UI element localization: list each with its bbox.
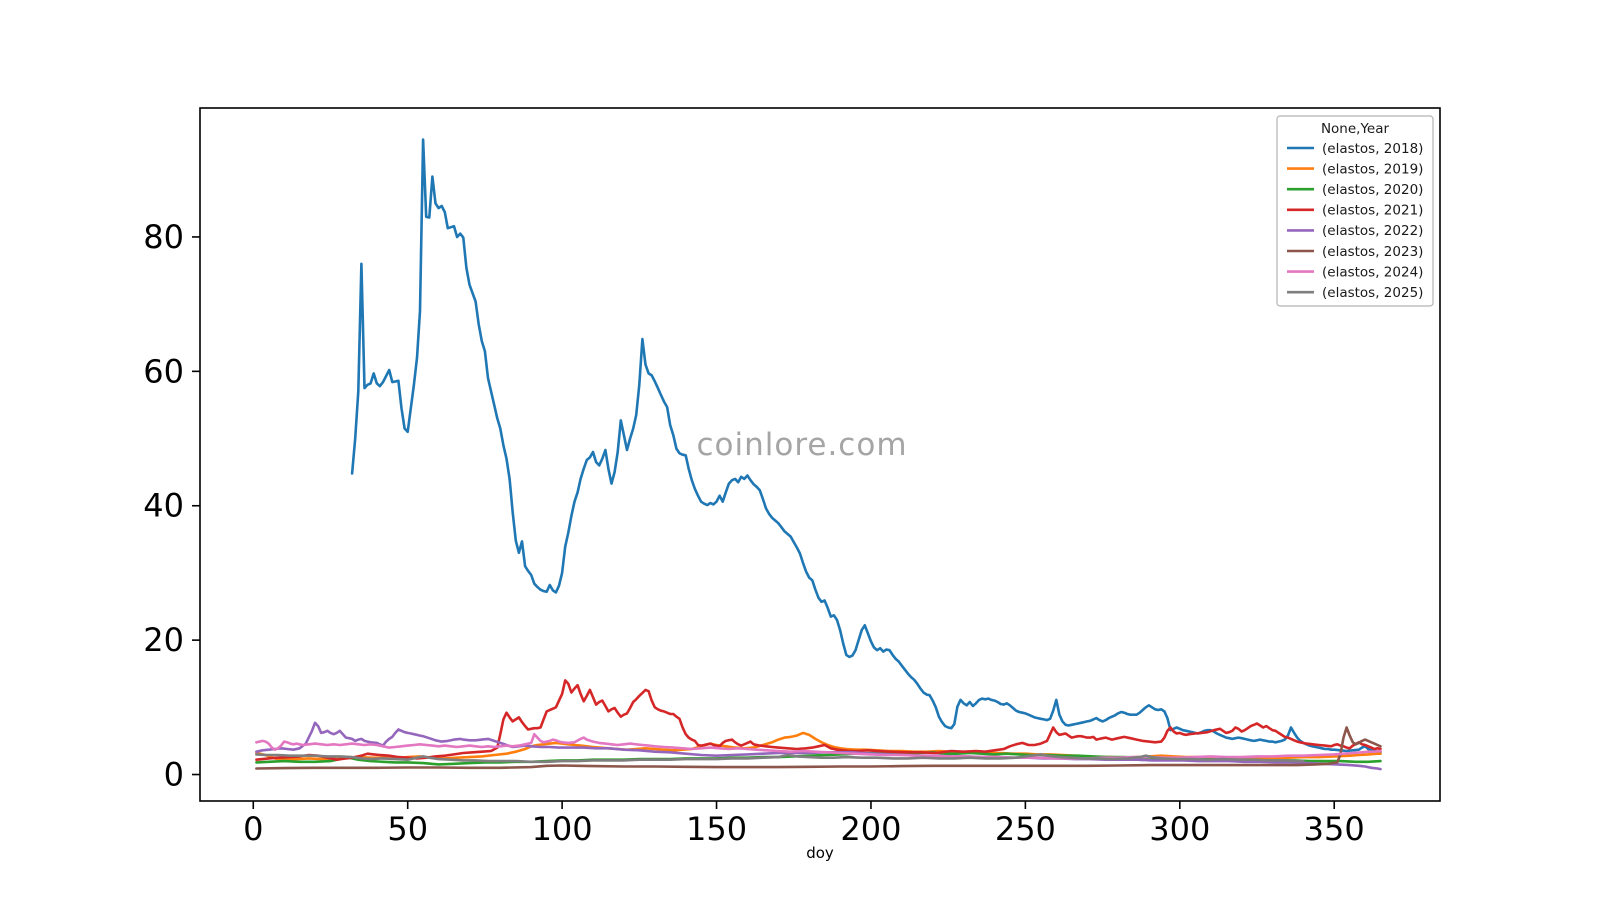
legend-entry-label: (elastos, 2025) <box>1322 285 1423 301</box>
x-tick-label: 250 <box>995 810 1056 848</box>
legend-entry-label: (elastos, 2023) <box>1322 244 1423 260</box>
x-tick-label: 350 <box>1304 810 1365 848</box>
y-tick-label: 0 <box>164 756 184 794</box>
plot-border <box>199 107 1441 802</box>
legend-entry-label: (elastos, 2020) <box>1322 182 1423 198</box>
x-tick-label: 100 <box>532 810 593 848</box>
legend-entry-label: (elastos, 2024) <box>1322 264 1423 280</box>
x-tick-label: 50 <box>387 810 428 848</box>
legend-entry-label: (elastos, 2021) <box>1322 203 1423 219</box>
y-tick-label: 20 <box>143 621 184 659</box>
watermark: coinlore.com <box>696 427 907 463</box>
line-elastos-2023 <box>255 726 1382 770</box>
line-elastos-2025 <box>255 753 1305 764</box>
legend-entry-label: (elastos, 2022) <box>1322 223 1423 239</box>
x-tick-label: 150 <box>686 810 747 848</box>
x-tick-label: 200 <box>840 810 901 848</box>
y-tick-label: 80 <box>143 218 184 256</box>
legend-box <box>1276 115 1434 307</box>
axis-ticks-layer: 0 50 100 150 200 250 300 350 0 20 40 60 80 <box>143 218 1364 848</box>
y-tick-label: 40 <box>143 487 184 525</box>
y-tick-label: 60 <box>143 352 184 390</box>
x-tick-label: 300 <box>1149 810 1210 848</box>
line-elastos-2021 <box>255 679 1382 762</box>
legend-entry-label: (elastos, 2019) <box>1322 161 1423 177</box>
series-layer <box>255 138 1382 771</box>
legend-title: None,Year <box>1321 121 1390 137</box>
x-tick-label: 0 <box>243 810 263 848</box>
x-axis-label: doy <box>806 844 834 862</box>
legend-entry-label: (elastos, 2018) <box>1322 141 1423 157</box>
legend: None,Year (elastos, 2018) (elastos, 2019) (… <box>1276 115 1434 307</box>
